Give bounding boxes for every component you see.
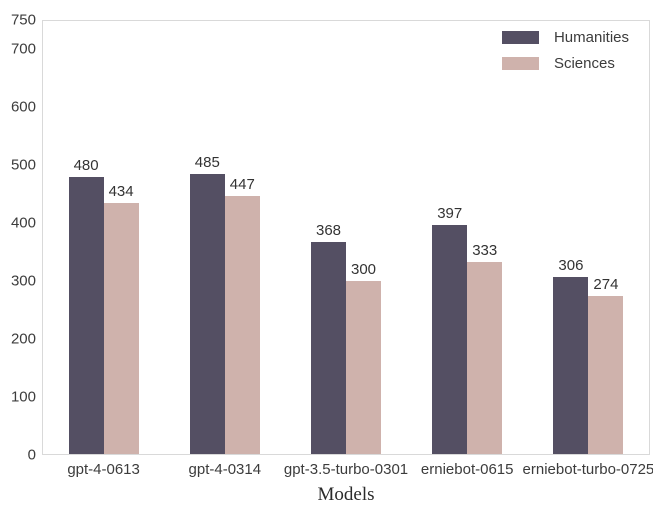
legend-label: Sciences: [553, 55, 615, 72]
bar-value-label: 274: [593, 275, 619, 293]
x-tick-label: erniebot-0615: [420, 461, 514, 478]
legend-item: Humanities: [501, 29, 629, 46]
bar-value-label: 480: [73, 156, 99, 174]
y-tick-label: 500: [10, 156, 36, 174]
sciences-bar: 333: [467, 242, 503, 454]
bar-value-label: 434: [108, 183, 134, 201]
bar-group: 368 300 gpt-3.5-turbo-0301: [284, 21, 408, 478]
bar-value-label: 485: [194, 154, 220, 171]
legend-swatch-humanities: [501, 31, 539, 44]
bar-group: 397 333 erniebot-0615: [407, 21, 528, 478]
sciences-bar: 274: [588, 276, 624, 454]
bar-group: 480 434 gpt-4-0613: [43, 21, 164, 478]
bar-pair: 368 300: [311, 21, 381, 454]
y-tick-label: 200: [10, 330, 36, 348]
y-tick-label: 300: [10, 272, 36, 290]
sciences-bar: 300: [346, 261, 381, 454]
legend-swatch-sciences: [501, 57, 539, 70]
x-tick-label: erniebot-turbo-0725: [522, 461, 653, 478]
bar-groups: 480 434 gpt-4-0613 485 447 gpt-4-0314 368 300 gp…: [43, 21, 653, 478]
sciences-bar: 434: [103, 183, 139, 454]
humanities-bar: 306: [553, 257, 589, 454]
bar-pair: 397 333: [432, 21, 503, 454]
y-tick-label: 0: [27, 446, 36, 464]
plot-area: 480 434 gpt-4-0613 485 447 gpt-4-0314 368 300 gp…: [42, 20, 653, 478]
y-tick-label: 100: [10, 388, 36, 406]
x-tick-label: gpt-3.5-turbo-0301: [283, 461, 409, 478]
y-tick-label: 750: [10, 11, 36, 29]
bar-value-label: 447: [229, 175, 255, 193]
legend-label: Humanities: [553, 29, 629, 46]
bar-pair: 306 274: [553, 21, 624, 454]
legend-item: Sciences: [501, 55, 629, 72]
x-axis-title: Models: [317, 484, 375, 505]
bar-value-label: 368: [315, 221, 342, 239]
bar-value-label: 300: [350, 260, 377, 278]
x-tick-label: gpt-4-0613: [67, 461, 140, 478]
bar-pair: 485 447: [189, 21, 260, 454]
humanities-bar: 480: [68, 157, 104, 454]
humanities-bar: 397: [432, 205, 468, 454]
humanities-bar: 368: [311, 222, 346, 454]
bar-value-label: 306: [558, 257, 584, 275]
y-tick-label: 400: [10, 214, 36, 232]
legend: Humanities Sciences: [501, 29, 629, 72]
humanities-bar: 485: [189, 154, 225, 454]
bar-value-label: 333: [472, 241, 498, 259]
bar-pair: 480 434: [68, 21, 139, 454]
y-axis: 0 100 200 300 400 500 600 700 750: [0, 12, 36, 464]
bar-value-label: 397: [437, 204, 463, 222]
bar-group: 485 447 gpt-4-0314: [164, 21, 285, 478]
bar-group: 306 274 erniebot-turbo-0725: [523, 21, 653, 478]
sciences-bar: 447: [224, 176, 260, 454]
x-tick-label: gpt-4-0314: [188, 461, 262, 478]
y-tick-label: 600: [10, 98, 36, 116]
y-tick-label: 700: [10, 40, 36, 58]
